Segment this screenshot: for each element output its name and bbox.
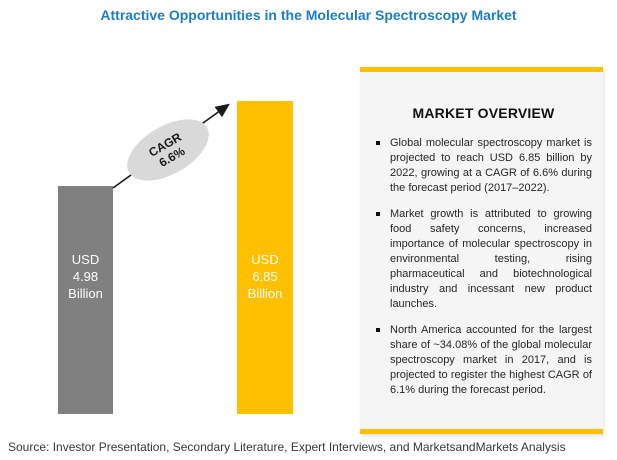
bar-unit-2022: Billion bbox=[247, 286, 283, 301]
market-overview-heading: MARKET OVERVIEW bbox=[412, 105, 555, 121]
growth-arrow bbox=[112, 103, 230, 189]
bar-value-2022: USD 6.85 bbox=[251, 252, 279, 284]
overview-bullet-3: North America accounted for the largest … bbox=[375, 323, 592, 398]
bar-2017 bbox=[58, 186, 113, 414]
bullet-square-icon bbox=[376, 141, 380, 145]
bar-value-label-2022: USD 6.85 Billion bbox=[237, 251, 293, 302]
overview-bullet-2: Market growth is attributed to growing f… bbox=[375, 207, 592, 312]
bar-value-label-2017: USD 4.98 Billion bbox=[58, 251, 113, 302]
source-attribution: Source: Investor Presentation, Secondary… bbox=[8, 440, 566, 454]
market-overview-panel: MARKET OVERVIEW Global molecular spectro… bbox=[360, 67, 603, 434]
bar-value-2017: USD 4.98 bbox=[71, 252, 100, 284]
page-title: Attractive Opportunities in the Molecula… bbox=[100, 7, 517, 23]
cagr-arrow-annotation: CAGR 6.6% bbox=[112, 103, 230, 189]
overview-bullet-1: Global molecular spectroscopy market is … bbox=[375, 136, 592, 196]
bar-unit-2017: Billion bbox=[68, 286, 103, 301]
bullet-square-icon bbox=[376, 328, 380, 332]
bar-chart: CAGR 6.6% USD 4.98 Billion USD 6.85 Bill… bbox=[0, 30, 350, 430]
bar-2022 bbox=[237, 101, 293, 414]
bullet-square-icon bbox=[376, 212, 380, 216]
cagr-label-line1: CAGR bbox=[146, 130, 184, 160]
cagr-ellipse: CAGR 6.6% bbox=[127, 119, 209, 181]
market-overview-list: Global molecular spectroscopy market is … bbox=[375, 136, 592, 398]
cagr-label-line2: 6.6% bbox=[157, 144, 188, 170]
